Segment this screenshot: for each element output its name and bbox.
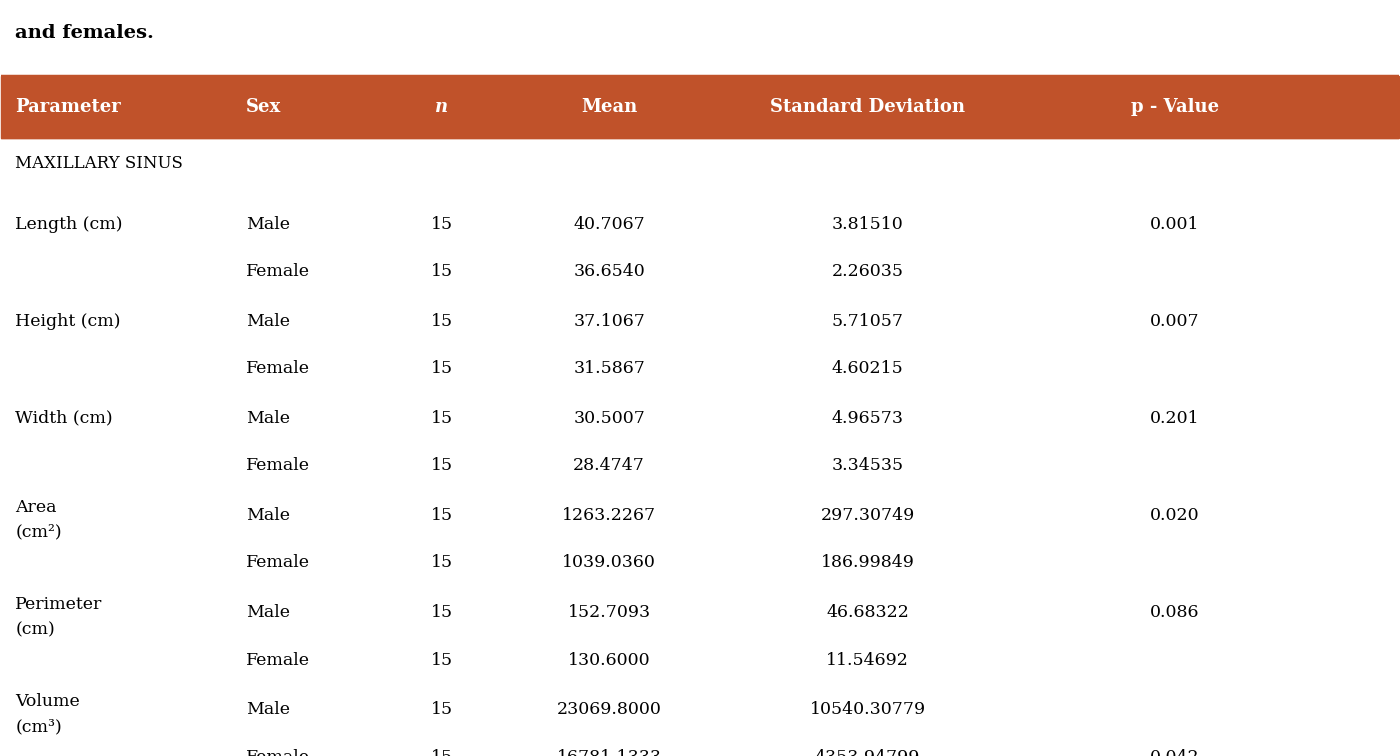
- Text: 3.81510: 3.81510: [832, 215, 903, 233]
- Text: (cm): (cm): [15, 621, 55, 638]
- Text: Female: Female: [246, 263, 309, 280]
- Text: 30.5007: 30.5007: [573, 410, 645, 427]
- Text: 0.201: 0.201: [1151, 410, 1200, 427]
- Text: Perimeter: Perimeter: [15, 596, 102, 613]
- Text: 0.042: 0.042: [1151, 748, 1200, 756]
- Text: 297.30749: 297.30749: [820, 507, 914, 524]
- Text: 5.71057: 5.71057: [832, 313, 903, 330]
- Text: Male: Male: [246, 507, 290, 524]
- Text: 11.54692: 11.54692: [826, 652, 909, 668]
- Text: Volume: Volume: [15, 693, 80, 711]
- Text: Male: Male: [246, 701, 290, 718]
- Text: 0.007: 0.007: [1151, 313, 1200, 330]
- Text: 31.5867: 31.5867: [573, 360, 645, 377]
- Text: 15: 15: [430, 313, 452, 330]
- Text: 0.086: 0.086: [1151, 604, 1200, 621]
- Text: 15: 15: [430, 215, 452, 233]
- Text: (cm²): (cm²): [15, 524, 62, 541]
- Text: 40.7067: 40.7067: [574, 215, 645, 233]
- Text: 15: 15: [430, 507, 452, 524]
- Text: Male: Male: [246, 604, 290, 621]
- Text: Area: Area: [15, 499, 57, 516]
- Text: Parameter: Parameter: [15, 98, 122, 116]
- Text: 15: 15: [430, 457, 452, 474]
- Text: 15: 15: [430, 701, 452, 718]
- Text: (cm³): (cm³): [15, 718, 62, 735]
- Text: n: n: [435, 98, 448, 116]
- Text: Length (cm): Length (cm): [15, 215, 123, 233]
- Text: Female: Female: [246, 652, 309, 668]
- Text: Width (cm): Width (cm): [15, 410, 113, 427]
- Text: 36.6540: 36.6540: [574, 263, 645, 280]
- Text: p - Value: p - Value: [1131, 98, 1219, 116]
- Text: Male: Male: [246, 215, 290, 233]
- Text: Female: Female: [246, 360, 309, 377]
- Text: Mean: Mean: [581, 98, 637, 116]
- Text: 186.99849: 186.99849: [820, 554, 914, 572]
- Text: 130.6000: 130.6000: [568, 652, 651, 668]
- Text: Standard Deviation: Standard Deviation: [770, 98, 965, 116]
- Text: 46.68322: 46.68322: [826, 604, 909, 621]
- Text: 4.60215: 4.60215: [832, 360, 903, 377]
- Text: Female: Female: [246, 748, 309, 756]
- Text: 15: 15: [430, 652, 452, 668]
- Text: 0.020: 0.020: [1151, 507, 1200, 524]
- Text: 3.34535: 3.34535: [832, 457, 904, 474]
- Text: 2.26035: 2.26035: [832, 263, 903, 280]
- Text: and females.: and females.: [15, 24, 154, 42]
- Text: 16781.1333: 16781.1333: [557, 748, 662, 756]
- Text: Female: Female: [246, 554, 309, 572]
- Text: Male: Male: [246, 410, 290, 427]
- Text: Height (cm): Height (cm): [15, 313, 120, 330]
- Text: MAXILLARY SINUS: MAXILLARY SINUS: [15, 154, 183, 172]
- Text: 15: 15: [430, 604, 452, 621]
- Text: Male: Male: [246, 313, 290, 330]
- Text: 37.1067: 37.1067: [573, 313, 645, 330]
- Text: Female: Female: [246, 457, 309, 474]
- Text: 4.96573: 4.96573: [832, 410, 903, 427]
- Text: 10540.30779: 10540.30779: [809, 701, 925, 718]
- Text: 1263.2267: 1263.2267: [563, 507, 657, 524]
- Text: 1039.0360: 1039.0360: [563, 554, 657, 572]
- Text: 15: 15: [430, 554, 452, 572]
- Text: 0.001: 0.001: [1151, 215, 1200, 233]
- Text: 152.7093: 152.7093: [567, 604, 651, 621]
- Text: 15: 15: [430, 263, 452, 280]
- Text: 15: 15: [430, 748, 452, 756]
- Bar: [1, 76, 1399, 138]
- Text: 15: 15: [430, 410, 452, 427]
- Text: 28.4747: 28.4747: [573, 457, 645, 474]
- Text: 23069.8000: 23069.8000: [557, 701, 662, 718]
- Text: Sex: Sex: [246, 98, 281, 116]
- Text: 15: 15: [430, 360, 452, 377]
- Text: 4353.94799: 4353.94799: [815, 748, 920, 756]
